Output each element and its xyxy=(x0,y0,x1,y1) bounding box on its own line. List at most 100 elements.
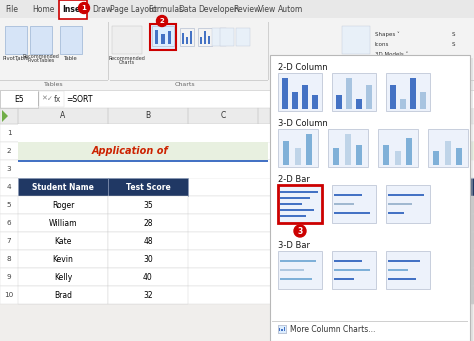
Text: 1: 1 xyxy=(82,5,86,11)
Text: Kate: Kate xyxy=(55,237,72,246)
Bar xyxy=(110,18,270,90)
Bar xyxy=(279,328,280,331)
Bar xyxy=(0,0,474,18)
Bar xyxy=(330,196,474,214)
Text: Sorted Score: Sorted Score xyxy=(374,182,430,192)
Bar xyxy=(150,24,176,50)
Bar xyxy=(420,92,427,109)
Bar xyxy=(190,31,192,44)
Bar xyxy=(332,73,376,111)
Text: Icons: Icons xyxy=(375,42,389,46)
Bar xyxy=(278,325,286,333)
Bar xyxy=(0,18,474,90)
Bar xyxy=(332,251,376,289)
Text: Developer: Developer xyxy=(198,4,237,14)
Bar xyxy=(280,215,306,218)
Text: 35: 35 xyxy=(143,201,153,209)
Bar xyxy=(334,269,370,271)
Text: 2-D Bar: 2-D Bar xyxy=(278,175,310,183)
Bar xyxy=(18,108,108,124)
Text: Tables: Tables xyxy=(44,83,64,88)
Bar xyxy=(108,22,109,80)
Text: C: C xyxy=(220,112,226,120)
Text: Home: Home xyxy=(32,4,55,14)
Bar xyxy=(378,129,418,167)
Text: Autom: Autom xyxy=(278,4,303,14)
Bar xyxy=(332,185,376,223)
Bar xyxy=(330,250,474,268)
Text: Pictures: Pictures xyxy=(346,56,366,60)
Bar xyxy=(0,178,474,196)
Text: Application of: Application of xyxy=(91,146,168,156)
Bar xyxy=(18,214,108,232)
Bar xyxy=(108,214,188,232)
Bar xyxy=(108,108,188,124)
Text: Charts: Charts xyxy=(175,83,195,88)
Bar xyxy=(383,145,390,165)
Bar xyxy=(407,138,412,165)
Text: Table: Table xyxy=(64,56,78,60)
Bar xyxy=(282,78,288,109)
Text: 32: 32 xyxy=(143,291,153,299)
Bar xyxy=(108,232,188,250)
Bar xyxy=(334,148,339,165)
Bar xyxy=(278,73,322,111)
Bar xyxy=(334,203,354,205)
Bar xyxy=(428,129,468,167)
Circle shape xyxy=(79,2,90,14)
Text: More Column Charts...: More Column Charts... xyxy=(290,326,375,335)
Text: 3D Models ˅: 3D Models ˅ xyxy=(375,51,408,57)
Bar xyxy=(198,28,212,46)
Bar xyxy=(258,108,270,124)
Text: Insert: Insert xyxy=(62,4,88,14)
Bar xyxy=(330,142,474,160)
Text: Page Layout: Page Layout xyxy=(110,4,157,14)
Text: B: B xyxy=(146,112,151,120)
Bar xyxy=(39,91,64,107)
Text: 3: 3 xyxy=(297,226,302,236)
Bar xyxy=(386,251,430,289)
Text: ✕: ✕ xyxy=(41,96,47,102)
Bar xyxy=(386,185,430,223)
Bar xyxy=(152,26,174,46)
Text: Recommended: Recommended xyxy=(109,56,146,60)
Bar xyxy=(0,108,474,124)
Bar xyxy=(18,196,108,214)
Bar xyxy=(168,31,171,44)
Text: 3: 3 xyxy=(7,166,11,172)
Bar xyxy=(188,108,258,124)
Bar xyxy=(330,268,474,286)
Bar xyxy=(280,197,310,199)
Bar xyxy=(220,28,234,46)
Bar xyxy=(112,26,142,54)
Bar xyxy=(366,85,373,109)
Text: F: F xyxy=(383,112,387,120)
Text: rt: rt xyxy=(340,146,349,156)
Text: Formulas: Formulas xyxy=(148,4,183,14)
Bar xyxy=(278,129,318,167)
Text: Student Name: Student Name xyxy=(32,182,94,192)
Bar xyxy=(273,58,473,341)
Bar xyxy=(278,251,322,289)
Bar xyxy=(0,18,110,90)
Bar xyxy=(0,124,474,142)
Bar xyxy=(59,0,87,19)
Bar xyxy=(155,30,158,44)
Bar xyxy=(272,321,468,322)
Text: Recommended: Recommended xyxy=(23,54,59,59)
Bar xyxy=(280,209,314,211)
Bar xyxy=(18,232,108,250)
Text: Shapes ˅: Shapes ˅ xyxy=(375,31,400,37)
Text: ˅: ˅ xyxy=(353,59,359,64)
Bar xyxy=(0,90,474,108)
Bar xyxy=(307,134,312,165)
Bar xyxy=(388,260,420,262)
Bar xyxy=(336,95,342,109)
Text: fx: fx xyxy=(54,94,61,104)
Text: 2: 2 xyxy=(7,148,11,154)
Text: 2-D Column: 2-D Column xyxy=(278,62,328,72)
Bar xyxy=(330,108,440,124)
Bar xyxy=(0,250,474,268)
Bar xyxy=(410,78,416,109)
Text: Brad: Brad xyxy=(54,291,72,299)
